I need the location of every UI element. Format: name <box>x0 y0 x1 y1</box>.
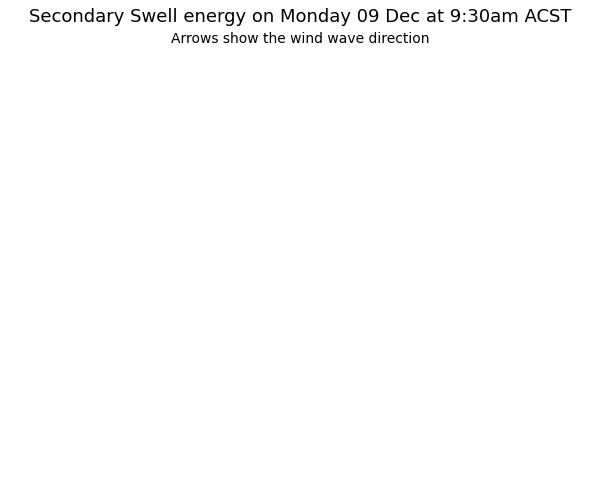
Text: Secondary Swell energy on Monday 09 Dec at 9:30am ACST: Secondary Swell energy on Monday 09 Dec … <box>29 8 572 26</box>
Text: Map requires cartopy: Map requires cartopy <box>197 259 404 278</box>
Text: Arrows show the wind wave direction: Arrows show the wind wave direction <box>171 32 430 46</box>
